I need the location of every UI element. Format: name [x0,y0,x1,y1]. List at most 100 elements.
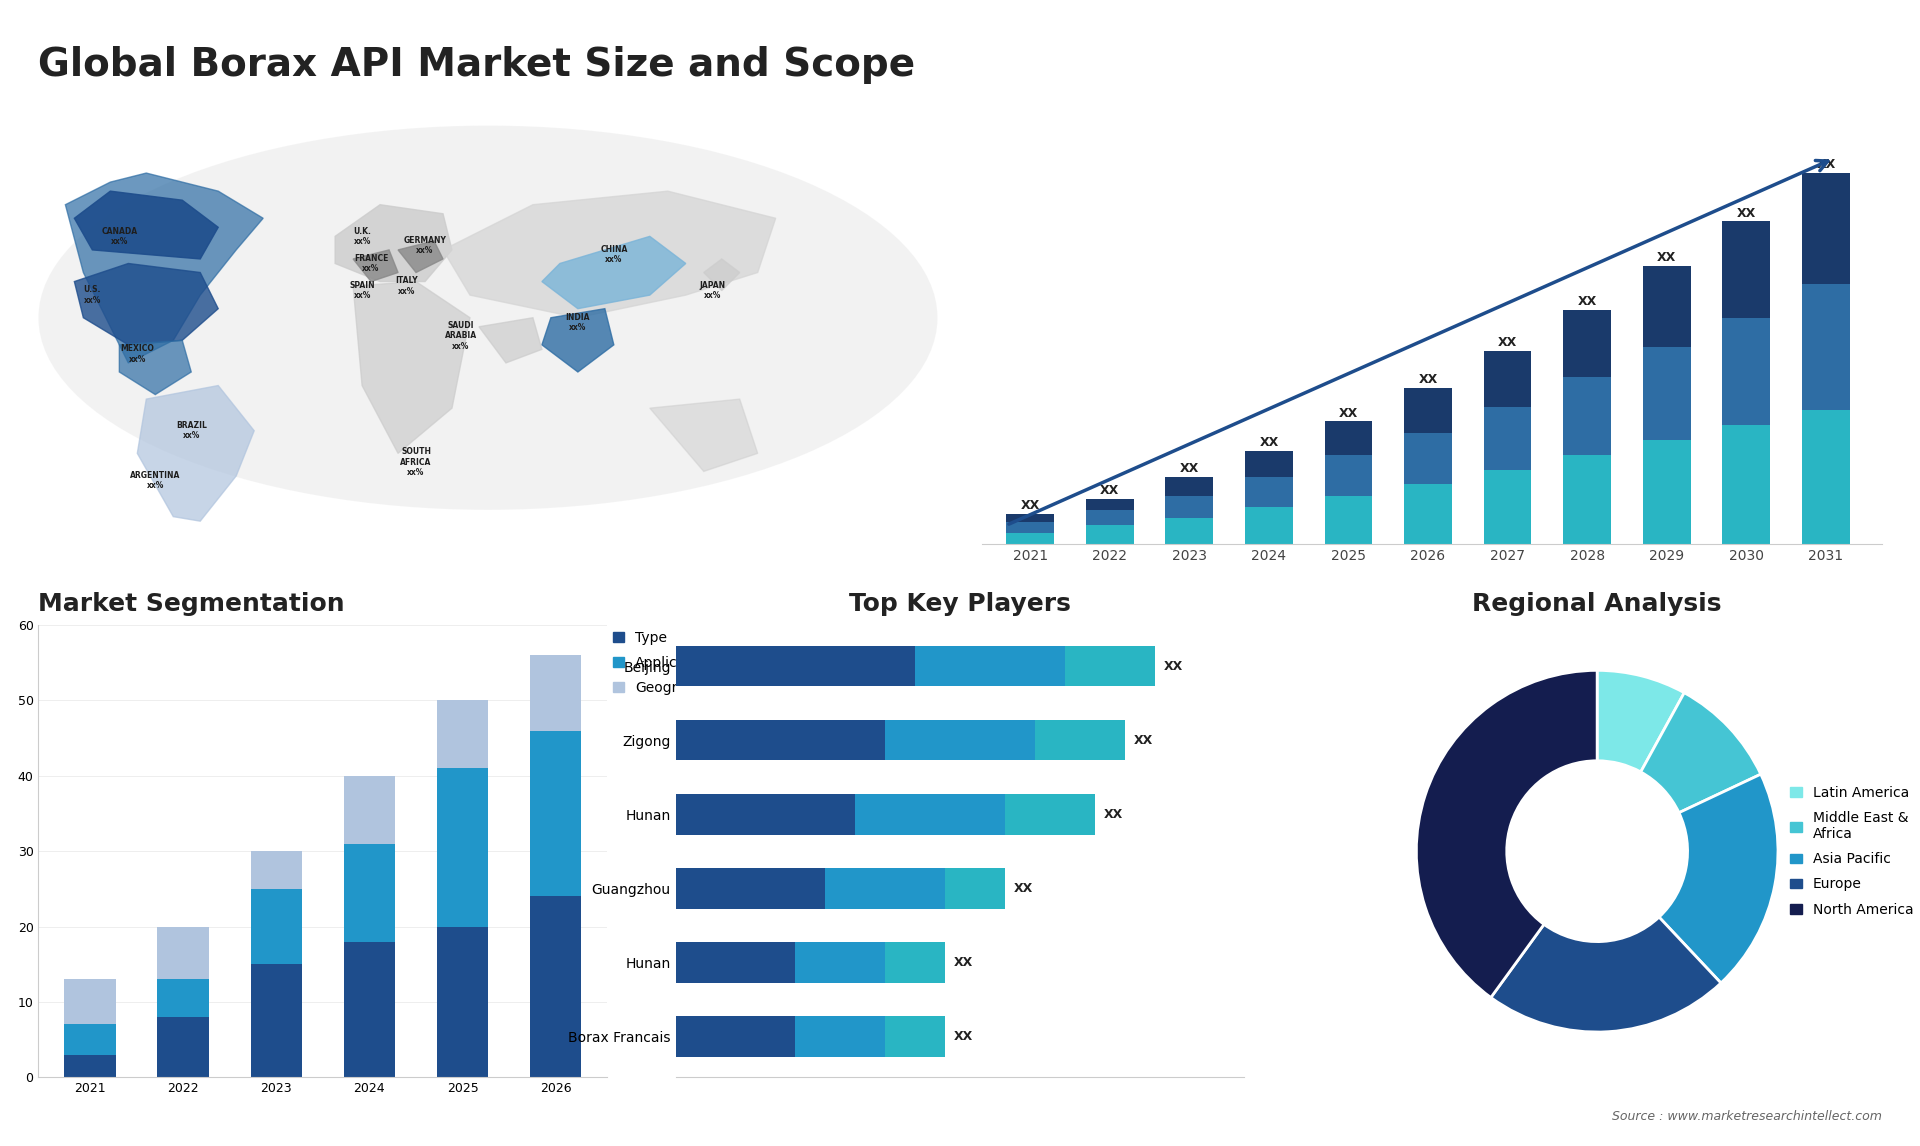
Text: CHINA
xx%: CHINA xx% [601,245,628,264]
Bar [530,656,582,731]
Bar [854,794,1004,834]
Text: MEXICO
xx%: MEXICO xx% [121,344,154,363]
Text: INDIA
xx%: INDIA xx% [566,313,589,332]
Bar [1244,477,1292,507]
Text: XX: XX [954,1030,973,1043]
Bar [1066,645,1154,686]
Bar [916,645,1066,686]
Text: Market Segmentation: Market Segmentation [38,592,346,617]
Bar [1006,521,1054,533]
Bar [438,768,488,927]
Legend: Type, Application, Geography: Type, Application, Geography [607,626,718,700]
Bar [1404,485,1452,543]
Bar [826,868,945,909]
Bar [885,942,945,982]
Polygon shape [75,264,219,345]
Bar [885,1017,945,1057]
Bar [1644,440,1692,543]
Bar [1563,377,1611,455]
Bar [676,794,854,834]
Polygon shape [478,317,541,363]
Title: Regional Analysis: Regional Analysis [1473,592,1722,617]
Bar [1644,347,1692,440]
Bar [1484,470,1532,543]
Bar [1803,410,1849,543]
Text: ARGENTINA
xx%: ARGENTINA xx% [131,471,180,490]
Text: Global Borax API Market Size and Scope: Global Borax API Market Size and Scope [38,46,916,84]
Bar [1087,525,1133,543]
Bar [344,942,396,1077]
Text: BRAZIL
xx%: BRAZIL xx% [177,421,207,440]
Text: XX: XX [1578,296,1597,308]
Bar [530,731,582,896]
Bar [1165,495,1213,518]
Bar [63,1025,115,1054]
Text: XX: XX [1100,485,1119,497]
Bar [1087,500,1133,510]
Bar [1404,388,1452,432]
Bar [157,927,209,980]
Text: SAUDI
ARABIA
xx%: SAUDI ARABIA xx% [445,321,476,351]
Bar [885,720,1035,761]
Bar [530,896,582,1077]
Text: FRANCE
xx%: FRANCE xx% [353,253,388,273]
Bar [1244,507,1292,543]
Text: SOUTH
AFRICA
xx%: SOUTH AFRICA xx% [401,447,432,477]
Bar [1404,432,1452,485]
Text: GERMANY
xx%: GERMANY xx% [403,236,447,256]
Bar [1004,794,1094,834]
Bar [344,843,396,942]
Bar [157,980,209,1017]
Bar [1325,495,1373,543]
Text: XX: XX [1104,808,1123,821]
Polygon shape [397,241,444,273]
Wedge shape [1490,917,1720,1033]
Bar [1722,221,1770,317]
Polygon shape [541,236,685,308]
Bar [1035,720,1125,761]
Bar [1644,266,1692,347]
Wedge shape [1659,775,1778,983]
Text: U.K.
xx%: U.K. xx% [353,227,371,246]
Bar [795,1017,885,1057]
Text: U.S.
xx%: U.S. xx% [84,285,102,305]
Polygon shape [444,191,776,317]
Bar [1165,518,1213,543]
Polygon shape [138,385,253,521]
Polygon shape [705,259,739,291]
Bar [252,851,301,889]
Text: XX: XX [1260,437,1279,449]
Bar [438,700,488,768]
Polygon shape [75,191,219,259]
Text: XX: XX [1657,251,1676,264]
Bar [438,927,488,1077]
Bar [1244,452,1292,477]
Text: SPAIN
xx%: SPAIN xx% [349,281,374,300]
Polygon shape [541,308,614,372]
Text: XX: XX [1133,733,1152,746]
Bar [676,645,916,686]
Bar [157,1017,209,1077]
Bar [1722,425,1770,543]
Bar [1325,422,1373,455]
Ellipse shape [38,126,937,510]
Wedge shape [1597,670,1684,772]
Text: Source : www.marketresearchintellect.com: Source : www.marketresearchintellect.com [1611,1110,1882,1123]
Bar [252,964,301,1077]
Bar [1563,455,1611,543]
Bar [1803,284,1849,410]
Bar [1484,407,1532,470]
Bar [1722,317,1770,425]
Bar [1087,510,1133,525]
Text: XX: XX [1014,881,1033,895]
Bar [1563,311,1611,377]
Polygon shape [649,399,758,471]
Bar [676,868,826,909]
Bar [676,720,885,761]
Bar [63,980,115,1025]
Text: XX: XX [1738,206,1757,220]
Text: XX: XX [1338,407,1357,419]
Text: XX: XX [954,956,973,968]
Text: XX: XX [1498,336,1517,350]
Bar [1006,533,1054,543]
